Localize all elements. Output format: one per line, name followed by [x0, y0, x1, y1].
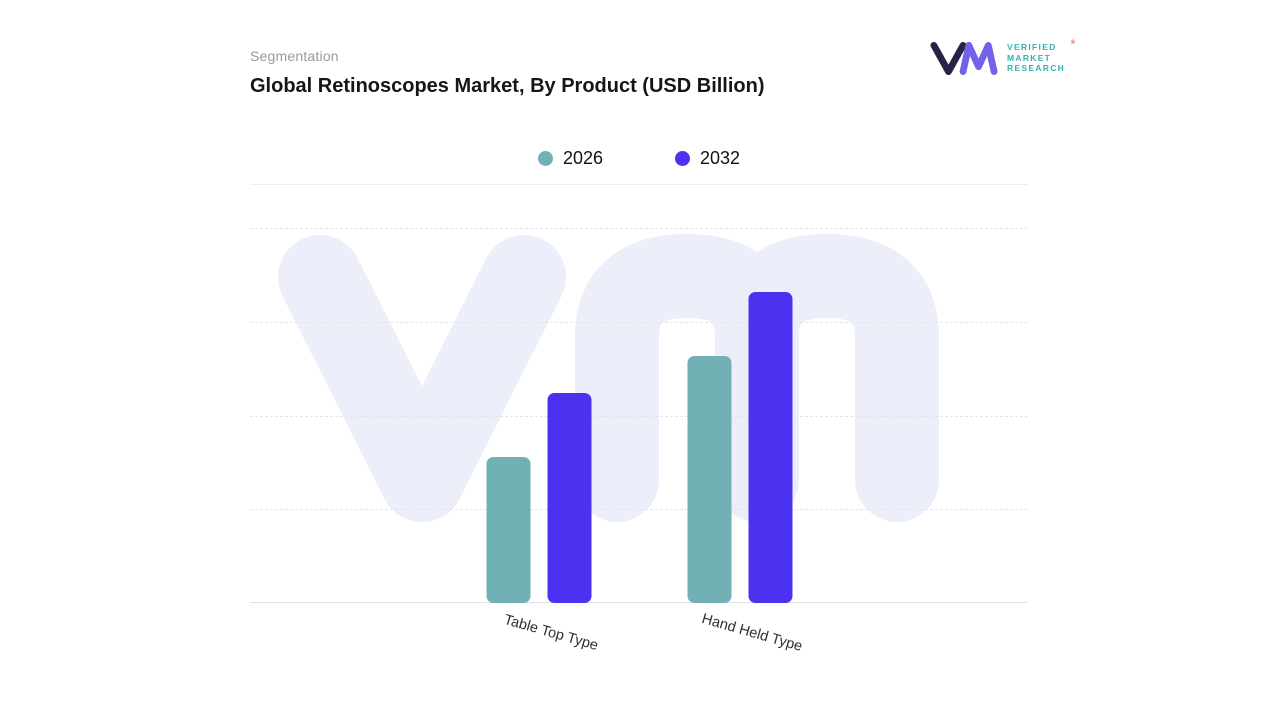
legend-dot-2032 [675, 151, 690, 166]
bar-2032-table-top-type [547, 393, 592, 603]
x-axis-line [250, 602, 1028, 603]
gridline-25 [250, 509, 1028, 511]
chart-legend: 2026 2032 [250, 148, 1028, 169]
bar-2026-table-top-type [486, 456, 531, 603]
bar-2026-hand-held-type [687, 355, 732, 603]
gridline-50 [250, 415, 1028, 417]
vmr-logo-line-2: MARKET [1007, 52, 1052, 63]
legend-label-2032: 2032 [700, 148, 741, 168]
vmr-logo-line-3: RESEARCH [1007, 63, 1066, 74]
registered-mark: ® [1070, 40, 1076, 47]
legend-item-2026: 2026 [537, 148, 603, 169]
chart-title: Global Retinoscopes Market, By Product (… [250, 75, 765, 97]
legend-item-2032: 2032 [675, 148, 740, 169]
x-axis-label-hand-held-type: Hand Held Type [699, 611, 804, 655]
gridline-75 [250, 321, 1028, 323]
bar-2032-hand-held-type [748, 291, 793, 603]
vmr-logomark-icon [930, 41, 998, 75]
vmr-watermark [278, 234, 939, 522]
legend-divider [250, 184, 1028, 185]
gridline-100 [250, 228, 1028, 229]
x-axis-label-table-top-type: Table Top Type [502, 611, 600, 655]
bar-group-table-top-type [486, 228, 592, 603]
vmr-logo: VERIFIED MARKET RESEARCH ® [930, 40, 1075, 76]
legend-label-2026: 2026 [562, 148, 603, 168]
bar-group-hand-held-type [687, 228, 793, 603]
vmr-logo-text: VERIFIED MARKET RESEARCH ® [1007, 40, 1076, 74]
legend-dot-2026 [537, 151, 553, 166]
segmentation-eyebrow: Segmentation [250, 48, 339, 64]
bar-chart-plot: Table Top Type Hand Held Type [250, 228, 1028, 655]
vmr-logo-line-1: VERIFIED [1007, 42, 1057, 53]
